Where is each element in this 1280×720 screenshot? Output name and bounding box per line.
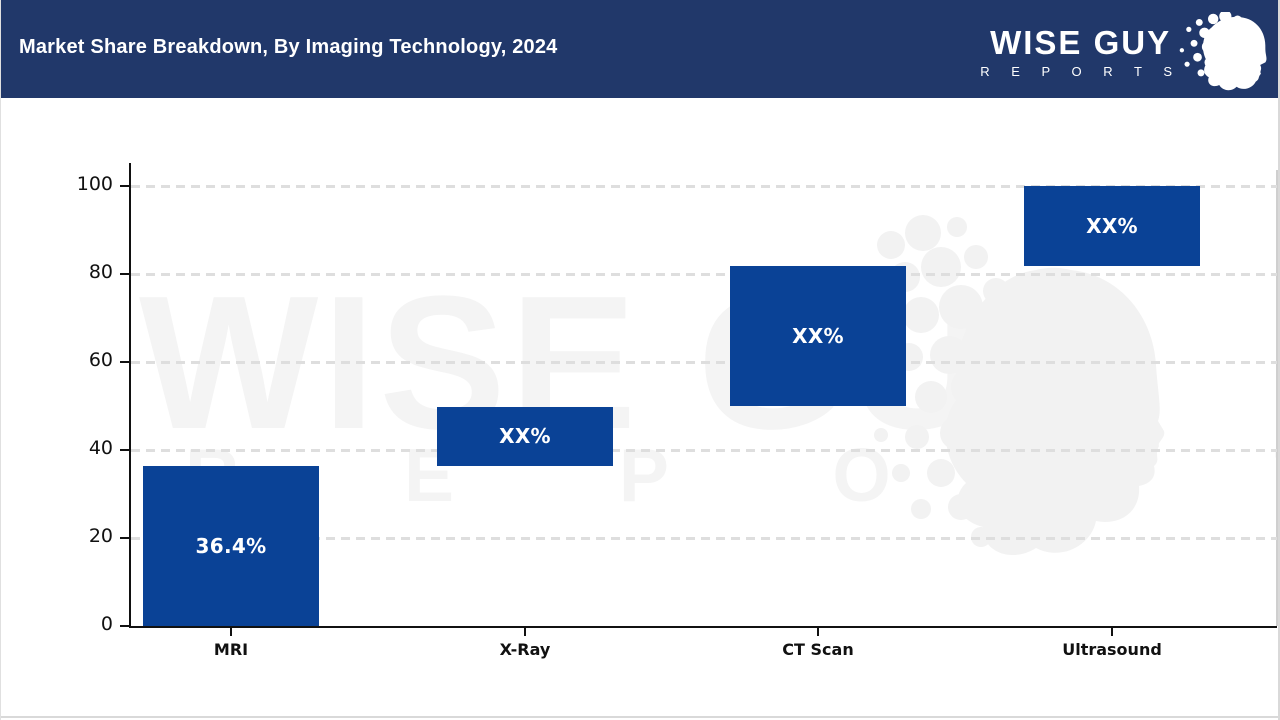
- y-tick-label: 60: [88, 349, 113, 371]
- page-title: Market Share Breakdown, By Imaging Techn…: [19, 36, 558, 58]
- category-label-ultrasound: Ultrasound: [1062, 640, 1162, 659]
- category-label-ct-scan: CT Scan: [782, 640, 854, 659]
- y-tick-mark: [120, 273, 129, 275]
- bar-value-label: 36.4%: [195, 533, 267, 558]
- bar-ct-scan[interactable]: XX%: [730, 266, 906, 406]
- bar-value-label: XX%: [499, 424, 551, 449]
- y-tick-mark: [120, 449, 129, 451]
- y-tick-mark: [120, 625, 129, 627]
- bar-ultrasound[interactable]: XX%: [1024, 186, 1200, 267]
- gridline-80: [131, 273, 1277, 276]
- y-tick-mark: [120, 185, 129, 187]
- plot-right-border: [1276, 170, 1278, 626]
- gridline-100: [131, 185, 1277, 188]
- bar-value-label: XX%: [1086, 214, 1138, 239]
- y-tick-mark: [120, 361, 129, 363]
- bar-x-ray[interactable]: XX%: [437, 406, 613, 466]
- y-tick-label: 80: [88, 261, 113, 283]
- x-tick-mark: [524, 628, 526, 636]
- header-bar: Market Share Breakdown, By Imaging Techn…: [1, 0, 1278, 98]
- x-axis-line: [129, 626, 1277, 628]
- bar-value-label: XX%: [792, 324, 844, 349]
- dotted-head-profile-icon: [1179, 12, 1267, 91]
- y-tick-label: 20: [88, 525, 113, 547]
- logo-wordmark: WISE GUY: [990, 24, 1172, 61]
- category-label-mri: MRI: [213, 640, 249, 659]
- x-tick-mark: [1111, 628, 1113, 636]
- x-tick-mark: [230, 628, 232, 636]
- bar-mri[interactable]: 36.4%: [143, 465, 319, 626]
- category-label-x-ray: X-Ray: [499, 640, 551, 659]
- y-tick-label: 100: [76, 173, 113, 195]
- x-tick-mark: [817, 628, 819, 636]
- logo-subtitle: R E P O R T S: [980, 64, 1181, 79]
- gridline-40: [131, 449, 1277, 452]
- wise-guy-reports-logo: WISE GUY R E P O R T S: [980, 8, 1269, 92]
- y-axis-line: [129, 163, 131, 628]
- watermark-head-icon: [867, 215, 1165, 556]
- gridline-20: [131, 537, 1277, 540]
- logo-text: WISE GUY R E P O R T S: [980, 24, 1181, 79]
- y-tick-mark: [120, 537, 129, 539]
- gridline-60: [131, 361, 1277, 364]
- y-tick-label: 40: [88, 437, 113, 459]
- y-tick-label: 0: [100, 613, 113, 635]
- page-bottom-border: [1, 716, 1278, 718]
